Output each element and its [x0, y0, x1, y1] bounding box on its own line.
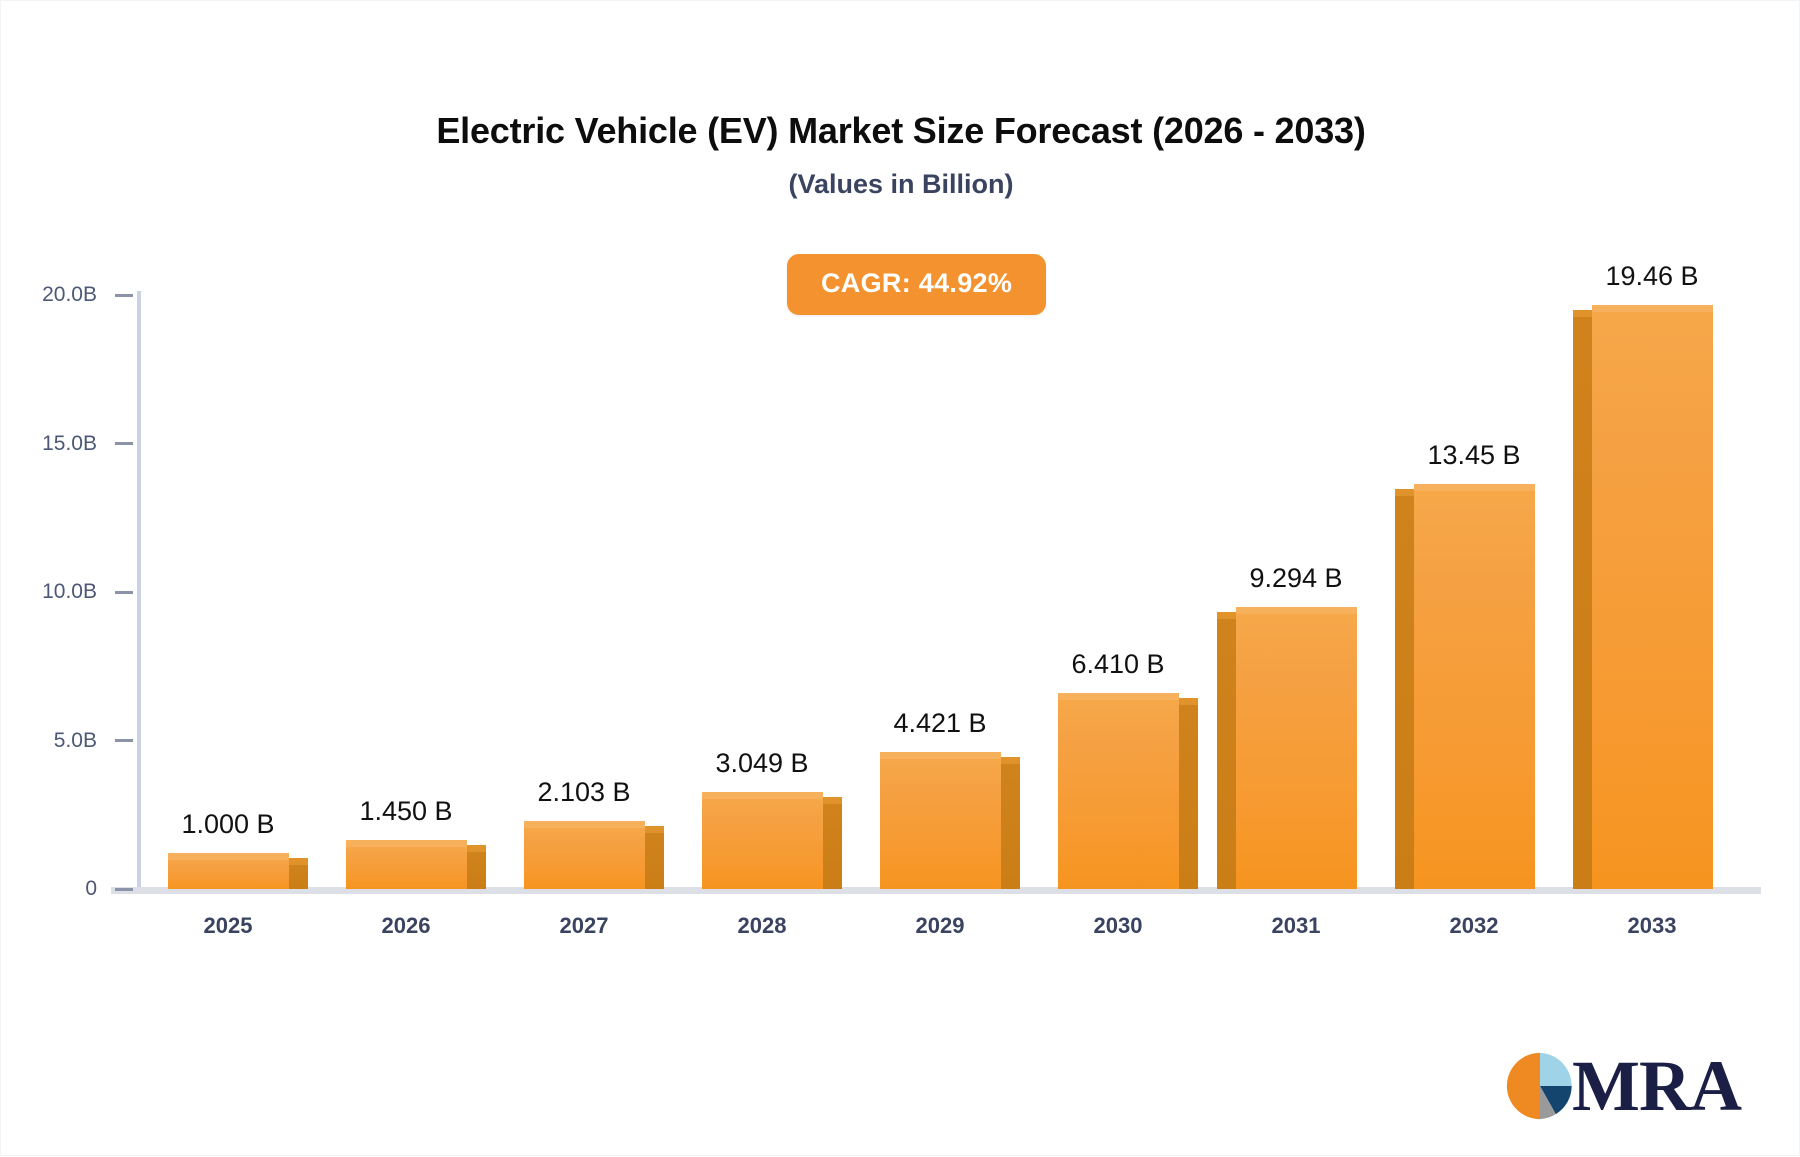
bar-group: 2.103 B 2027 [495, 1, 673, 1157]
bar[interactable] [167, 853, 308, 889]
y-axis-tick-label: 15.0B [42, 431, 97, 455]
bar-front-face [879, 757, 1001, 889]
bar-side-face [822, 804, 842, 889]
y-axis-tick-dash [115, 590, 133, 594]
bar-top-face [1057, 692, 1179, 700]
bar-group: 4.421 B 2029 [851, 1, 1029, 1157]
bar-value-label: 19.46 B [1605, 261, 1699, 292]
bar-front-face [167, 859, 289, 889]
bar-side-cap [644, 825, 664, 833]
y-axis-tick: 15.0B [1, 431, 133, 455]
bar-side-cap [1394, 488, 1414, 496]
bar-value-label: 13.45 B [1427, 439, 1521, 470]
bar-top-face [1413, 483, 1535, 491]
bar-top-face [701, 792, 823, 800]
bar-side-cap [1572, 310, 1592, 318]
y-axis-tick-dash [115, 739, 133, 742]
bar-group: 6.410 B 2030 [1029, 1, 1207, 1157]
bar-group: 1.000 B 2025 [139, 1, 317, 1157]
bar-front-face [345, 845, 467, 889]
y-axis-tick: 20.0B [1, 283, 133, 306]
y-axis-tick-label: 0 [85, 877, 97, 900]
bar-value-label: 1.450 B [359, 795, 453, 826]
bar-value-label: 4.421 B [893, 707, 987, 738]
y-axis-tick: 10.0B [1, 580, 133, 603]
x-axis-label: 2025 [203, 913, 253, 938]
chart-title: Electric Vehicle (EV) Market Size Foreca… [436, 110, 1366, 151]
bars-layer: 1.000 B 2025 1.450 B 2026 2.103 B 2027 3.049 B… [139, 1, 1741, 1157]
bar-side-cap [1216, 611, 1236, 619]
bar-group: 9.294 B 2031 [1207, 1, 1385, 1157]
bar-group: 19.46 B 2033 [1563, 1, 1741, 1157]
bar-side-face [1572, 317, 1592, 889]
title-block: Electric Vehicle (EV) Market Size Foreca… [1, 109, 1800, 201]
pie-chart-logo-icon [1506, 1052, 1572, 1120]
y-axis-tick-label: 5.0B [53, 728, 97, 752]
bar-group: 13.45 B 2032 [1385, 1, 1563, 1157]
bar[interactable] [1057, 692, 1198, 889]
mra-wordmark: MRA [1572, 1046, 1742, 1126]
bar-side-face [1216, 618, 1236, 889]
bar-value-label: 6.410 B [1071, 648, 1165, 679]
bar-front-face [1413, 489, 1535, 889]
bar[interactable] [1394, 483, 1535, 889]
bar-side-face [1178, 704, 1198, 889]
y-axis-tick: 5.0B [1, 728, 133, 752]
y-axis-spine [137, 291, 141, 891]
bar-value-label: 1.000 B [181, 809, 275, 840]
bar-top-face [1235, 606, 1357, 614]
bar-side-face [1394, 495, 1414, 889]
chart-subtitle: (Values in Billion) [788, 169, 1014, 200]
x-axis-label: 2031 [1271, 913, 1321, 938]
x-axis-label: 2030 [1093, 913, 1143, 938]
x-axis-label: 2029 [915, 913, 965, 938]
bar[interactable] [879, 751, 1020, 889]
bar-side-cap [1000, 756, 1020, 764]
bar[interactable] [345, 839, 486, 889]
bar-side-cap [466, 844, 486, 852]
x-axis-label: 2032 [1449, 913, 1499, 938]
bar-side-face [1000, 763, 1020, 889]
bar-front-face [1057, 698, 1179, 889]
bar-front-face [701, 798, 823, 889]
bar-value-label: 9.294 B [1249, 562, 1343, 593]
bar-top-face [523, 820, 645, 828]
x-axis-label: 2028 [737, 913, 787, 938]
bar-side-cap [1178, 697, 1198, 705]
bar-front-face [1591, 311, 1713, 889]
y-axis-tick-dash [115, 887, 133, 891]
bar[interactable] [523, 820, 664, 889]
bar-value-label: 3.049 B [715, 748, 809, 779]
y-axis-tick: 0 [1, 877, 133, 900]
y-axis-tick-label: 10.0B [42, 580, 97, 603]
bar-front-face [523, 826, 645, 889]
cagr-badge: CAGR: 44.92% [787, 254, 1047, 315]
x-axis-label: 2033 [1627, 913, 1677, 938]
bar-group: 3.049 B 2028 [673, 1, 851, 1157]
y-axis-tick-dash [115, 293, 133, 297]
bar-side-face [466, 851, 486, 889]
bar-side-cap [822, 797, 842, 805]
y-axis-tick-label: 20.0B [42, 283, 97, 306]
x-axis-label: 2026 [381, 913, 431, 938]
bar[interactable] [1572, 305, 1713, 889]
bar-front-face [1235, 612, 1357, 889]
bar-side-face [644, 832, 664, 889]
x-axis-label: 2027 [559, 913, 609, 938]
bar[interactable] [701, 792, 842, 889]
bar-side-face [288, 865, 308, 889]
y-axis-tick-dash [115, 442, 133, 445]
bar-top-face [1591, 305, 1713, 313]
bar-group: 1.450 B 2026 [317, 1, 495, 1157]
bar-side-cap [288, 858, 308, 866]
bar-top-face [167, 853, 289, 861]
bar[interactable] [1216, 606, 1357, 889]
bar-value-label: 2.103 B [537, 776, 631, 807]
mra-logo: MRA [1504, 1043, 1742, 1129]
x-axis-baseline [111, 887, 1761, 894]
bar-top-face [879, 751, 1001, 759]
bar-top-face [345, 839, 467, 847]
